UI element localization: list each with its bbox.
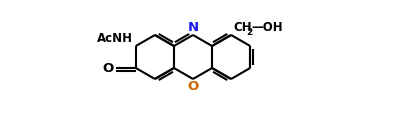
Text: CH: CH [233,21,252,34]
Text: —OH: —OH [251,21,283,34]
Text: AcNH: AcNH [97,32,133,45]
Text: 2: 2 [246,28,252,37]
Text: O: O [188,80,198,93]
Text: N: N [188,21,198,34]
Text: O: O [103,61,114,75]
